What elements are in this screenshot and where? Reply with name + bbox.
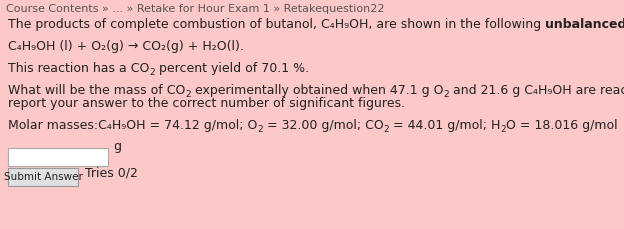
- Text: Course Contents » ... » Retake for Hour Exam 1 » Retakequestion22: Course Contents » ... » Retake for Hour …: [6, 4, 385, 14]
- Text: This reaction has a CO: This reaction has a CO: [8, 62, 149, 75]
- Text: g: g: [113, 140, 121, 153]
- Text: Molar masses:C₄H₉OH = 74.12 g/mol; O: Molar masses:C₄H₉OH = 74.12 g/mol; O: [8, 119, 257, 132]
- Text: 2: 2: [185, 90, 191, 99]
- Text: unbalanced: unbalanced: [545, 18, 624, 31]
- Text: = 44.01 g/mol; H: = 44.01 g/mol; H: [389, 119, 500, 132]
- Text: = 32.00 g/mol; CO: = 32.00 g/mol; CO: [263, 119, 384, 132]
- Text: The products of complete combustion of butanol, C₄H₉OH, are shown in the followi: The products of complete combustion of b…: [8, 18, 545, 31]
- Text: 2: 2: [384, 125, 389, 134]
- Text: report your answer to the correct number of significant figures.: report your answer to the correct number…: [8, 97, 405, 110]
- Text: What will be the mass of CO: What will be the mass of CO: [8, 84, 185, 97]
- Text: experimentally obtained when 47.1 g O: experimentally obtained when 47.1 g O: [191, 84, 444, 97]
- Text: and 21.6 g C₄H₉OH are reacted? Please: and 21.6 g C₄H₉OH are reacted? Please: [449, 84, 624, 97]
- Text: 2: 2: [257, 125, 263, 134]
- Text: 2: 2: [149, 68, 155, 77]
- Text: Submit Answer: Submit Answer: [4, 172, 82, 182]
- Text: 2: 2: [500, 125, 506, 134]
- Text: O = 18.016 g/mol: O = 18.016 g/mol: [506, 119, 618, 132]
- Polygon shape: [8, 148, 108, 166]
- Polygon shape: [8, 168, 78, 186]
- Text: Tries 0/2: Tries 0/2: [85, 166, 138, 179]
- Text: C₄H₉OH (l) + O₂(g) → CO₂(g) + H₂O(l).: C₄H₉OH (l) + O₂(g) → CO₂(g) + H₂O(l).: [8, 40, 244, 53]
- Text: 2: 2: [444, 90, 449, 99]
- Text: percent yield of 70.1 %.: percent yield of 70.1 %.: [155, 62, 309, 75]
